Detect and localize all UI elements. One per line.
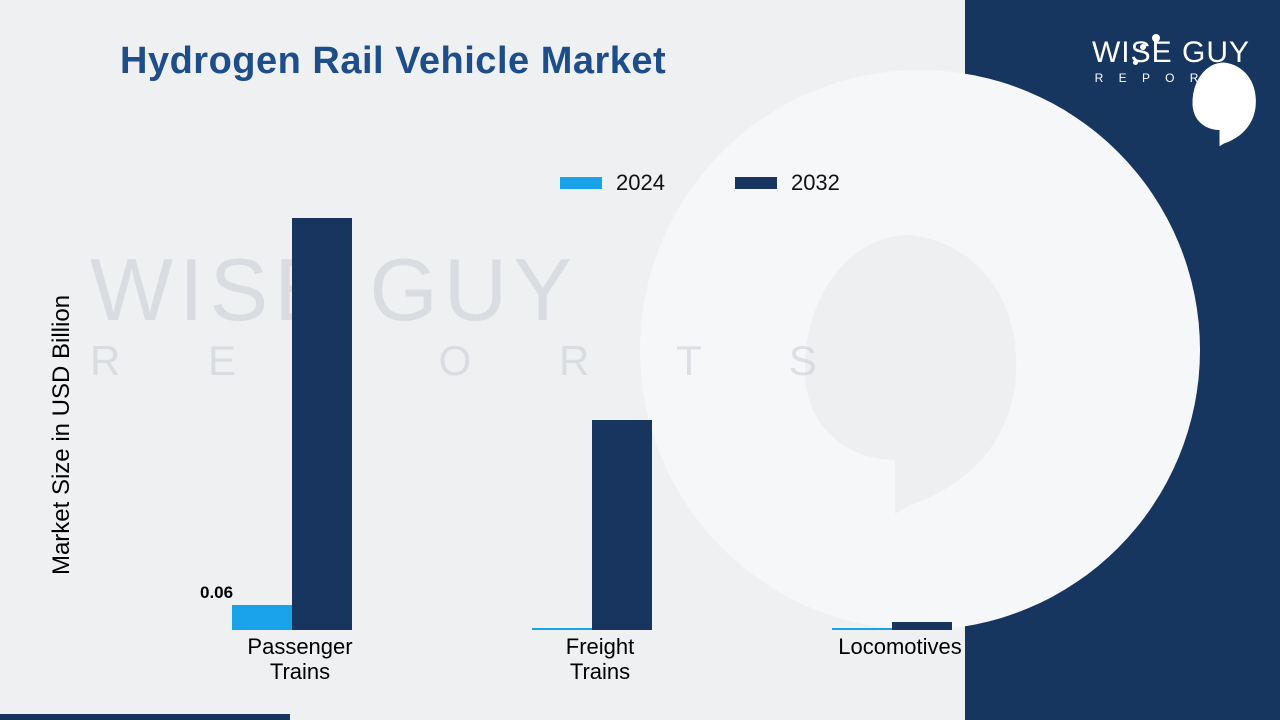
y-axis-label: Market Size in USD Billion <box>48 295 76 575</box>
bar-group: Locomotives <box>800 210 1000 630</box>
chart-title: Hydrogen Rail Vehicle Market <box>120 40 666 83</box>
bar-2024 <box>532 628 592 630</box>
bar-group: 0.06PassengerTrains <box>200 210 400 630</box>
legend-item-2024: 2024 <box>560 170 665 196</box>
footer-accent <box>0 714 290 720</box>
bar-pair <box>500 210 700 630</box>
legend-item-2032: 2032 <box>735 170 840 196</box>
bar-pair: 0.06 <box>200 210 400 630</box>
bar-2032 <box>292 218 352 630</box>
legend-label-2024: 2024 <box>616 170 665 196</box>
plot-area: 0.06PassengerTrainsFreightTrainsLocomoti… <box>170 210 970 630</box>
bar-2032 <box>592 420 652 630</box>
bar-2024 <box>232 605 292 630</box>
bar-2032 <box>892 622 952 630</box>
category-label: FreightTrains <box>500 634 700 685</box>
logo-dot-icon <box>1140 44 1146 50</box>
legend-swatch-2032 <box>735 177 777 189</box>
bar-group: FreightTrains <box>500 210 700 630</box>
chart-area: Market Size in USD Billion 0.06Passenger… <box>100 200 970 670</box>
category-label: Locomotives <box>800 634 1000 659</box>
chart-canvas: WISE GUY R E P O R T S Hydrogen Rail Veh… <box>0 0 1280 720</box>
bar-pair <box>800 210 1000 630</box>
logo-dot-icon <box>1133 60 1138 65</box>
logo-head-icon <box>1170 58 1260 148</box>
logo-dot-icon <box>1152 34 1160 42</box>
brand-logo: WISE GUY R E P O R T S <box>1092 38 1250 84</box>
legend: 2024 2032 <box>560 170 840 196</box>
bar-value-label: 0.06 <box>200 583 233 603</box>
bar-2024 <box>832 628 892 630</box>
legend-swatch-2024 <box>560 177 602 189</box>
category-label: PassengerTrains <box>200 634 400 685</box>
legend-label-2032: 2032 <box>791 170 840 196</box>
